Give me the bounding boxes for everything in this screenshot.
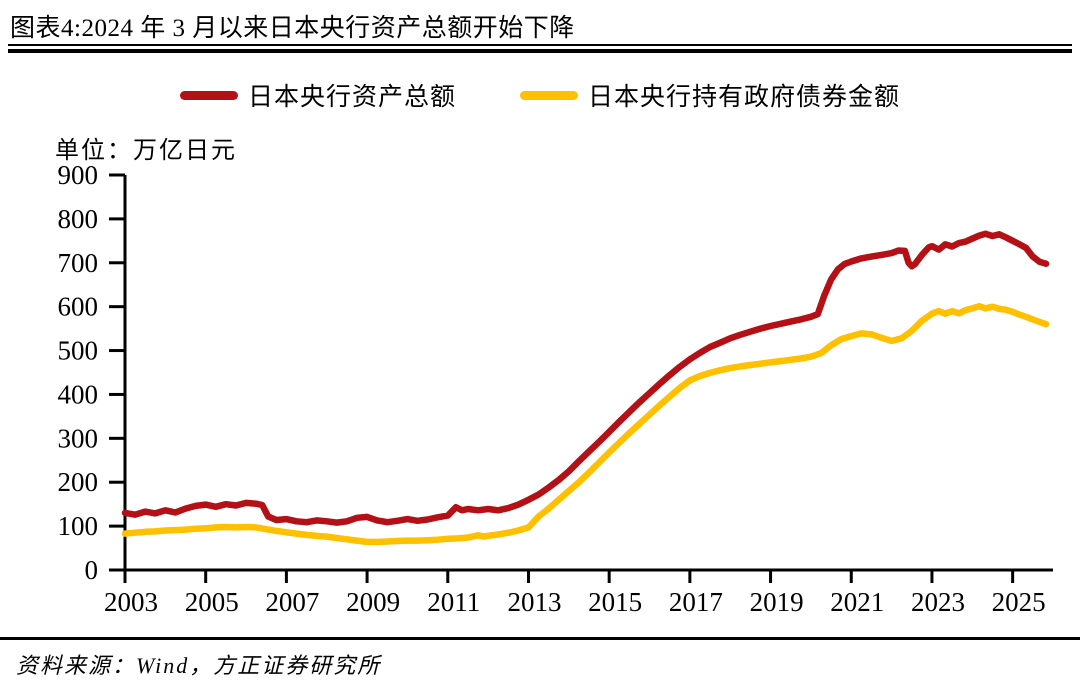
x-tick-label: 2017	[669, 587, 723, 617]
legend-label-assets: 日本央行资产总额	[247, 84, 456, 111]
bonds-series-line	[121, 302, 1050, 546]
x-tick-label: 2023	[911, 587, 965, 617]
y-tick-label: 800	[58, 204, 99, 234]
y-tick-label: 100	[58, 511, 99, 541]
data-source-note: 资料来源：Wind，方正证券研究所	[16, 653, 382, 678]
legend-label-bonds: 日本央行持有政府债券金额	[588, 84, 901, 111]
x-tick-label: 2021	[830, 587, 884, 617]
x-tick-label: 2007	[265, 587, 319, 617]
x-tick-label: 2005	[185, 587, 239, 617]
legend-item-assets: 日本央行资产总额	[179, 77, 456, 113]
x-tick-label: 2025	[992, 587, 1046, 617]
x-tick-label: 2015	[588, 587, 642, 617]
y-tick-label: 700	[58, 248, 99, 278]
x-tick-label: 2011	[427, 587, 480, 617]
y-tick-label: 300	[58, 423, 99, 453]
x-tick-label: 2019	[750, 587, 804, 617]
y-tick-label: 400	[58, 379, 99, 409]
y-tick-label: 600	[58, 292, 99, 322]
footer-divider	[0, 637, 1080, 640]
y-tick-label: 900	[58, 160, 99, 190]
title-divider	[8, 44, 1072, 53]
bonds-line-swatch	[520, 90, 578, 100]
chart-legend: 日本央行资产总额 日本央行持有政府债券金额	[0, 77, 1080, 113]
x-tick-label: 2013	[507, 587, 561, 617]
legend-item-bonds: 日本央行持有政府债券金额	[520, 77, 900, 113]
assets-series-line	[121, 230, 1050, 526]
assets-line-swatch	[179, 90, 238, 100]
x-tick-label: 2009	[346, 587, 400, 617]
x-tick-label: 2003	[104, 587, 158, 617]
y-tick-label: 500	[58, 336, 99, 366]
title-divider-thick-line	[8, 49, 1072, 53]
y-tick-label: 200	[58, 467, 99, 497]
y-tick-label: 0	[85, 555, 99, 585]
title-divider-thin-line	[8, 44, 1072, 46]
y-axis-unit-label: 单位：万亿日元	[55, 138, 237, 164]
chart-title: 图表4:2024 年 3 月以来日本央行资产总额开始下降	[10, 15, 575, 42]
